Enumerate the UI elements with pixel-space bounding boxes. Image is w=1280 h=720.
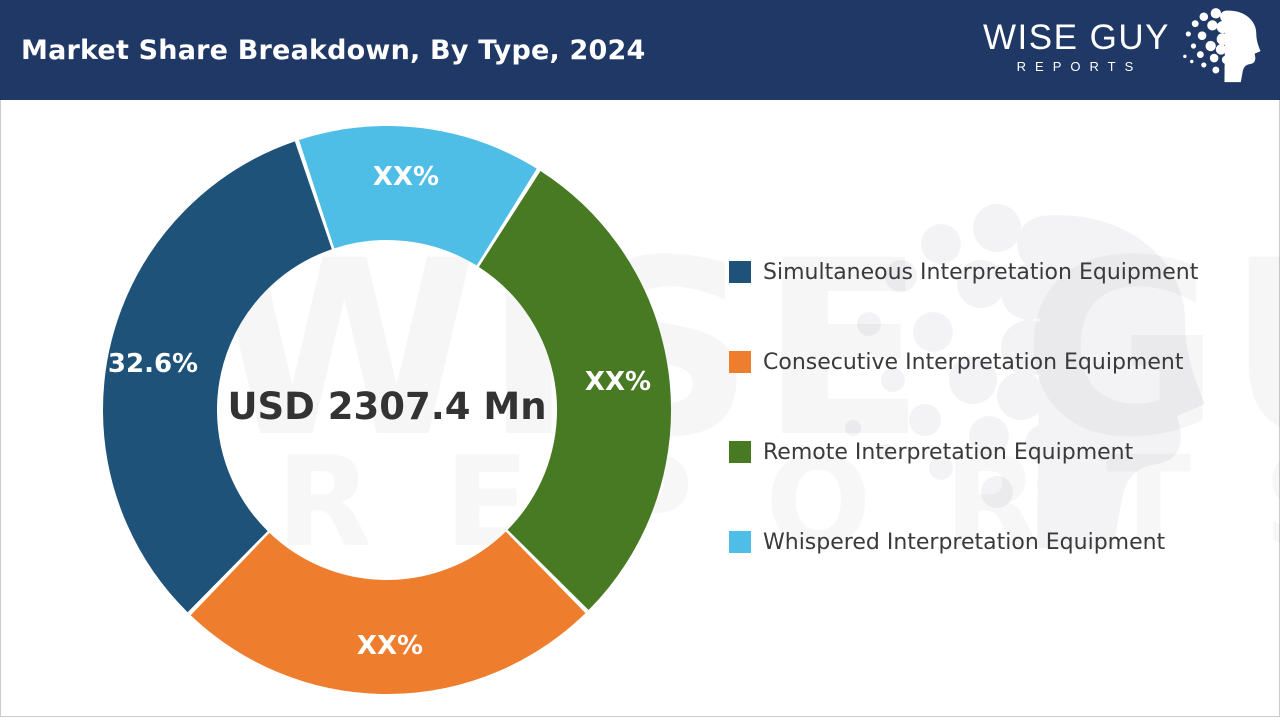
legend-swatch-whispered xyxy=(729,531,751,553)
legend-item-consecutive: Consecutive Interpretation Equipment xyxy=(729,346,1198,378)
brand-logo: WISE GUY REPORTS xyxy=(983,6,1264,86)
segment-value-remote: XX% xyxy=(584,367,652,397)
legend-swatch-consecutive xyxy=(729,351,751,373)
segment-value-simultaneous: 32.6% xyxy=(107,349,199,379)
legend-item-whispered: Whispered Interpretation Equipment xyxy=(729,526,1198,558)
page-title: Market Share Breakdown, By Type, 2024 xyxy=(21,34,646,66)
legend-label-simultaneous: Simultaneous Interpretation Equipment xyxy=(763,259,1199,285)
donut-rings xyxy=(102,125,671,694)
brand-sub-label: REPORTS xyxy=(1016,58,1143,74)
legend-label-consecutive: Consecutive Interpretation Equipment xyxy=(763,349,1184,375)
chart-canvas: WISE GUY REPORTS 32.6% XX% XX% XX% USD 2… xyxy=(0,100,1280,717)
segment-value-whispered: XX% xyxy=(372,162,440,192)
donut-center-value: USD 2307.4 Mn xyxy=(227,385,547,428)
legend-label-whispered: Whispered Interpretation Equipment xyxy=(763,529,1166,555)
brand-name-label: WISE GUY xyxy=(982,17,1170,57)
legend-label-remote: Remote Interpretation Equipment xyxy=(763,439,1134,465)
legend-item-remote: Remote Interpretation Equipment xyxy=(729,436,1198,468)
header-bar: Market Share Breakdown, By Type, 2024 WI… xyxy=(0,0,1280,100)
legend-item-simultaneous: Simultaneous Interpretation Equipment xyxy=(729,256,1198,288)
segment-value-consecutive: XX% xyxy=(356,631,424,661)
legend-swatch-simultaneous xyxy=(729,261,751,283)
wise-guy-face-logo-icon xyxy=(1183,8,1261,83)
legend-swatch-remote xyxy=(729,441,751,463)
donut-chart: 32.6% XX% XX% XX% USD 2307.4 Mn xyxy=(100,123,674,697)
legend: Simultaneous Interpretation Equipment Co… xyxy=(729,256,1198,558)
brand-text: WISE GUY REPORTS xyxy=(982,17,1170,74)
